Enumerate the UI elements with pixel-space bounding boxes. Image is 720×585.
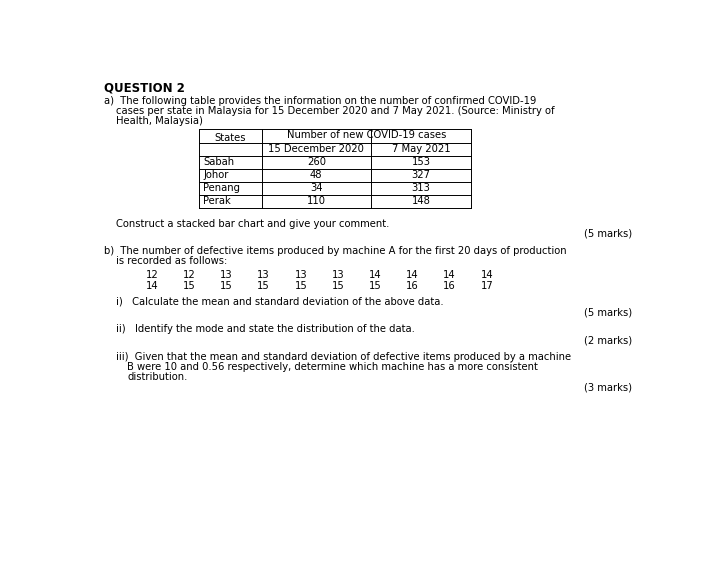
Text: Johor: Johor [203, 170, 228, 180]
Text: 16: 16 [406, 281, 419, 291]
Text: 14: 14 [444, 270, 456, 280]
Text: 13: 13 [220, 270, 233, 280]
Text: Health, Malaysia): Health, Malaysia) [116, 116, 202, 126]
Text: 48: 48 [310, 170, 323, 180]
Text: 260: 260 [307, 157, 325, 167]
Text: iii)  Given that the mean and standard deviation of defective items produced by : iii) Given that the mean and standard de… [116, 352, 571, 362]
Text: 15: 15 [294, 281, 307, 291]
Text: 15 December 2020: 15 December 2020 [269, 144, 364, 154]
Text: is recorded as follows:: is recorded as follows: [116, 256, 227, 266]
Text: (3 marks): (3 marks) [585, 383, 632, 393]
Text: 148: 148 [412, 197, 431, 207]
Text: 13: 13 [332, 270, 344, 280]
Text: 110: 110 [307, 197, 325, 207]
Text: 34: 34 [310, 183, 323, 194]
Text: 327: 327 [411, 170, 431, 180]
Text: 14: 14 [406, 270, 419, 280]
Text: cases per state in Malaysia for 15 December 2020 and 7 May 2021. (Source: Minist: cases per state in Malaysia for 15 Decem… [116, 106, 554, 116]
Text: 15: 15 [369, 281, 382, 291]
Text: 12: 12 [183, 270, 196, 280]
Text: Number of new COVID-19 cases: Number of new COVID-19 cases [287, 130, 446, 140]
Text: 7 May 2021: 7 May 2021 [392, 144, 450, 154]
Text: B were 10 and 0.56 respectively, determine which machine has a more consistent: B were 10 and 0.56 respectively, determi… [127, 362, 538, 372]
Text: QUESTION 2: QUESTION 2 [104, 82, 185, 95]
Text: Perak: Perak [203, 197, 231, 207]
Text: Sabah: Sabah [203, 157, 234, 167]
Text: a)  The following table provides the information on the number of confirmed COVI: a) The following table provides the info… [104, 95, 536, 106]
Text: (5 marks): (5 marks) [585, 307, 632, 317]
Text: (2 marks): (2 marks) [585, 335, 632, 345]
Text: 15: 15 [220, 281, 233, 291]
Text: b)  The number of defective items produced by machine A for the first 20 days of: b) The number of defective items produce… [104, 246, 567, 256]
Text: 13: 13 [257, 270, 270, 280]
Text: 16: 16 [444, 281, 456, 291]
Text: 14: 14 [145, 281, 158, 291]
Text: 17: 17 [480, 281, 493, 291]
Text: 15: 15 [183, 281, 196, 291]
Text: Construct a stacked bar chart and give your comment.: Construct a stacked bar chart and give y… [116, 219, 389, 229]
Text: (5 marks): (5 marks) [585, 229, 632, 239]
Text: 153: 153 [411, 157, 431, 167]
Text: i)   Calculate the mean and standard deviation of the above data.: i) Calculate the mean and standard devia… [116, 297, 444, 307]
Text: 12: 12 [145, 270, 158, 280]
Text: Penang: Penang [203, 183, 240, 194]
Text: 313: 313 [412, 183, 431, 194]
Text: 15: 15 [257, 281, 270, 291]
Text: 15: 15 [332, 281, 344, 291]
Text: 14: 14 [480, 270, 493, 280]
Text: 14: 14 [369, 270, 382, 280]
Text: ii)   Identify the mode and state the distribution of the data.: ii) Identify the mode and state the dist… [116, 324, 415, 334]
Text: distribution.: distribution. [127, 372, 188, 382]
Text: States: States [215, 133, 246, 143]
Text: 13: 13 [294, 270, 307, 280]
